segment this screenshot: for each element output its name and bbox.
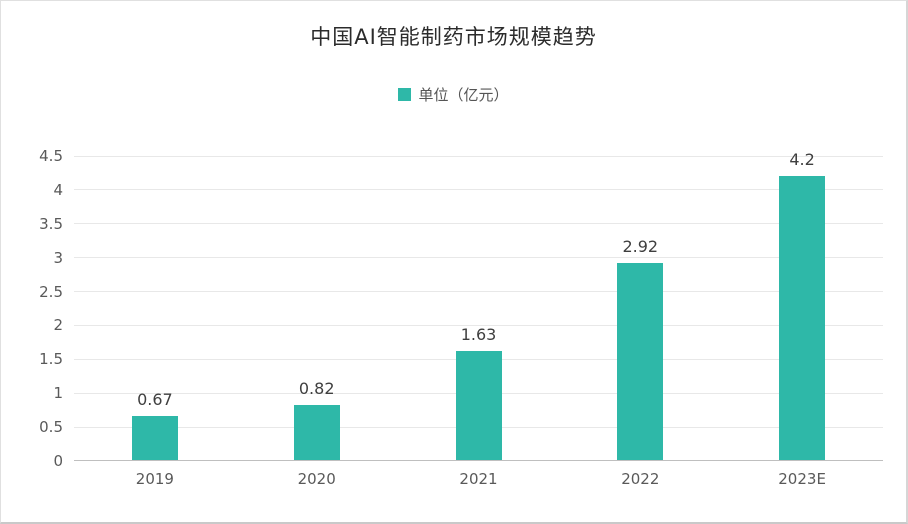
x-axis: 2019 2020 2021 2022 2023E [74, 470, 883, 492]
y-tick-label: 3 [53, 248, 63, 267]
bar [293, 405, 340, 460]
bar-value-label: 1.63 [460, 324, 497, 344]
y-tick-label: 0 [53, 452, 63, 470]
y-tick-label: 4 [53, 180, 63, 199]
x-tick-label: 2023E [778, 470, 826, 488]
x-axis-line [74, 460, 883, 461]
x-tick-label: 2022 [621, 470, 660, 488]
bar-value-label: 0.67 [137, 389, 173, 409]
bar-value-label: 0.82 [298, 379, 335, 399]
plot-area: 0.67 0.82 1.63 2.92 4.2 [74, 150, 883, 461]
y-tick-label: 0.5 [39, 418, 63, 437]
x-tick-label: 2019 [135, 470, 174, 488]
y-tick-label: 1 [53, 384, 63, 403]
legend-swatch-icon [398, 88, 412, 101]
gridline [74, 291, 883, 293]
bar [131, 415, 178, 460]
bar [617, 263, 664, 460]
legend: 单位（亿元） [1, 84, 906, 105]
gridline [74, 257, 883, 259]
bar-value-label: 4.2 [789, 150, 815, 170]
gridline [74, 223, 883, 225]
bar [455, 350, 502, 460]
gridline [74, 155, 883, 157]
bar [779, 176, 826, 460]
gridline [74, 189, 883, 191]
legend-label: 单位（亿元） [418, 86, 509, 104]
x-tick-label: 2020 [297, 470, 336, 488]
chart-title: 中国AI智能制药市场规模趋势 [310, 25, 597, 49]
y-tick-label: 1.5 [39, 350, 63, 369]
y-tick-label: 2.5 [39, 282, 63, 301]
y-tick-label: 4.5 [39, 147, 63, 165]
bar-value-label: 2.92 [622, 237, 659, 257]
y-tick-label: 2 [53, 316, 63, 335]
gridline [74, 324, 883, 326]
y-tick-label: 3.5 [39, 214, 63, 233]
y-axis: 0 0.5 1 1.5 2 2.5 3 3.5 4 4.5 [1, 148, 63, 469]
x-tick-label: 2021 [459, 470, 498, 488]
